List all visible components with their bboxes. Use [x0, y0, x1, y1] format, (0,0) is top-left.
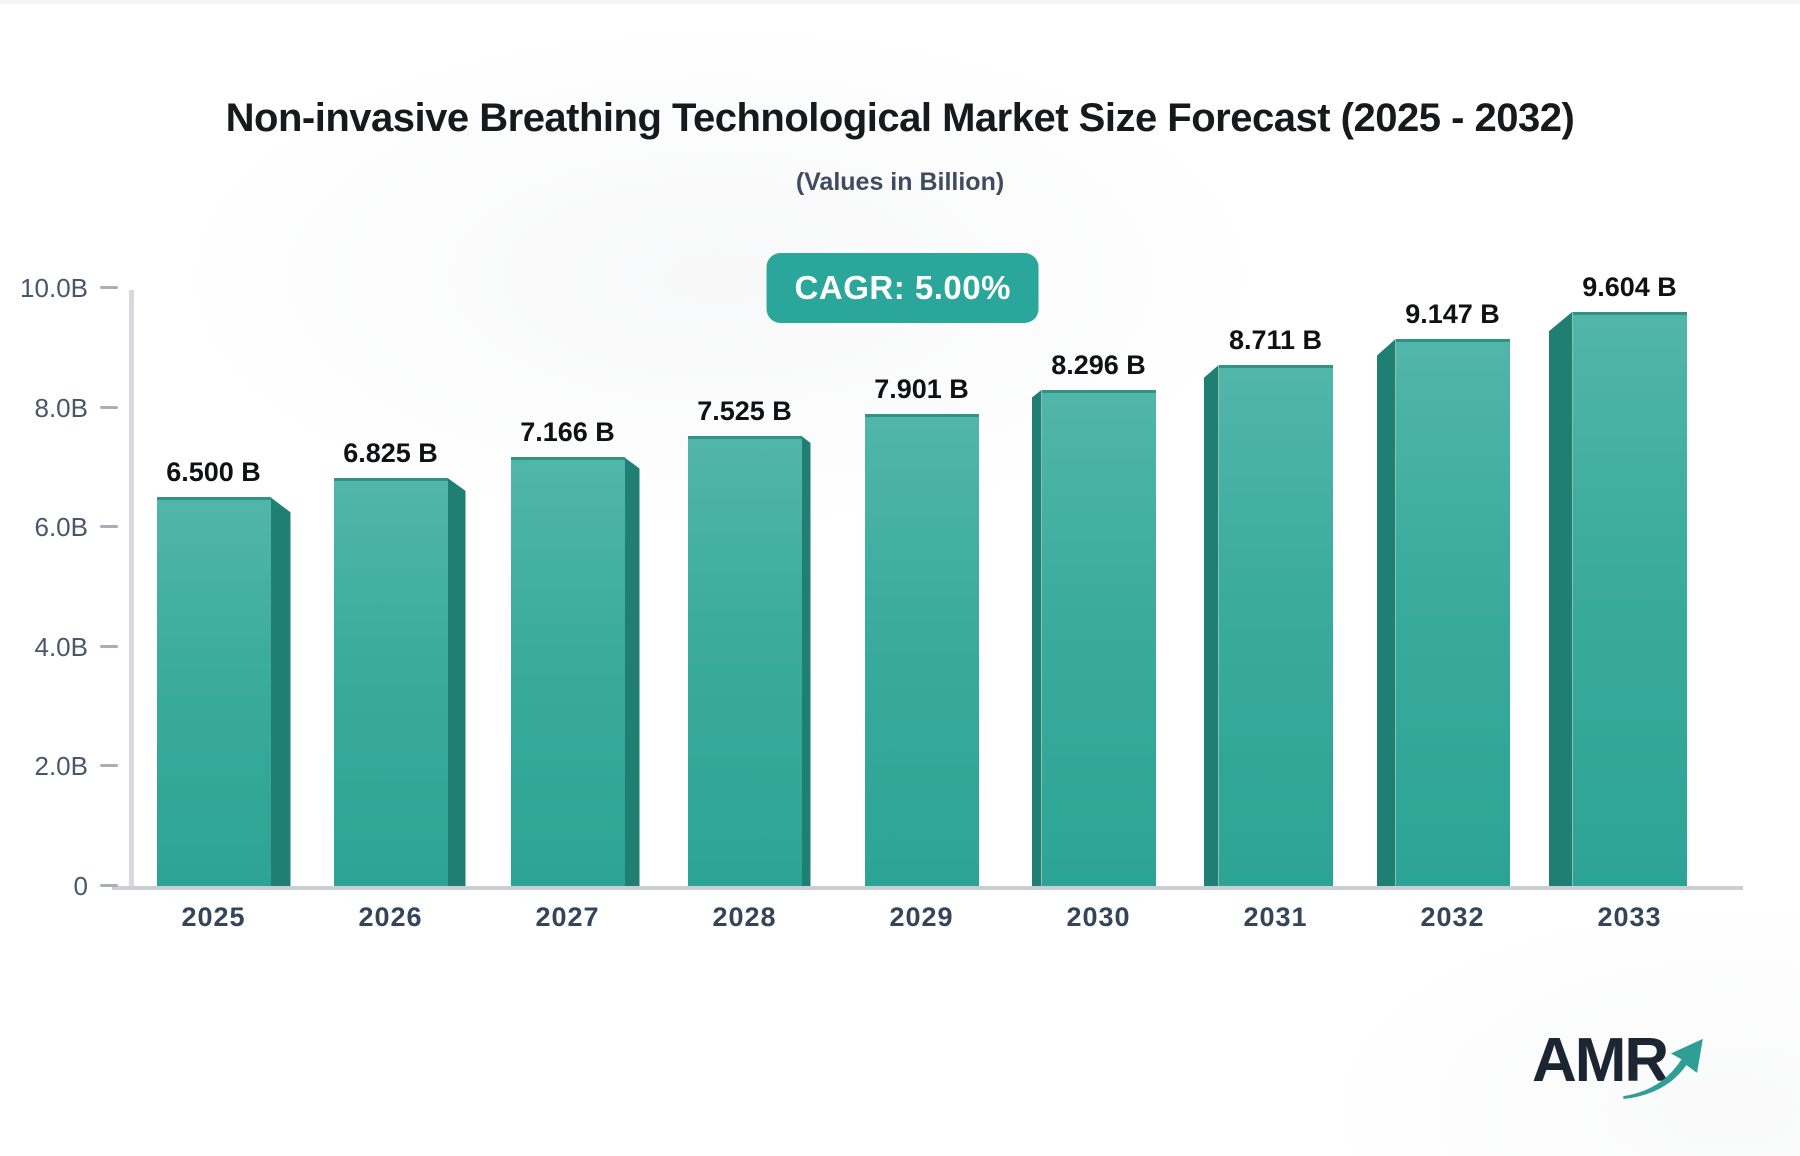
chart-title: Non-invasive Breathing Technological Mar…: [225, 96, 1575, 140]
bar-value-label: 6.825 B: [343, 437, 438, 468]
y-axis-tick-mark: [100, 884, 118, 887]
bar-3d-side: [447, 477, 466, 886]
y-axis-line: [129, 290, 134, 886]
bar-3d-side: [624, 457, 640, 886]
bar-3d-side: [1031, 389, 1042, 886]
cagr-badge: CAGR: 5.00%: [766, 253, 1039, 323]
x-axis-label: 2028: [712, 902, 777, 932]
bar-value-label: 7.901 B: [874, 373, 969, 404]
amr-logo-text: AMR: [1532, 1026, 1669, 1095]
bar-value-label: 6.500 B: [166, 457, 261, 488]
bar-value-label: 7.166 B: [520, 417, 615, 448]
y-axis-tick-label: 0: [73, 871, 88, 901]
bar-value-label: 8.296 B: [1051, 349, 1146, 380]
y-axis-tick-mark: [100, 405, 118, 409]
y-axis-tick-mark: [100, 286, 118, 289]
top-edge-strip: [0, 0, 1800, 4]
bar-value-label: 7.525 B: [697, 396, 792, 426]
bar: [510, 457, 625, 886]
x-axis-label: 2031: [1243, 902, 1308, 932]
y-axis-tick-label: 6.0B: [34, 512, 89, 543]
bar: [156, 497, 271, 886]
chart-subtitle: (Values in Billion): [795, 168, 1005, 196]
x-axis-label: 2025: [181, 902, 246, 932]
bar: [1395, 339, 1510, 886]
bar: [864, 413, 979, 886]
bar-value-label: 8.711 B: [1228, 325, 1323, 356]
bar: [1218, 365, 1333, 886]
bar-3d-side: [1203, 365, 1219, 886]
y-axis-tick-mark: [100, 525, 118, 529]
bar: [1572, 311, 1687, 886]
bar: [687, 436, 802, 886]
x-axis-baseline: [112, 886, 1743, 890]
y-axis-tick-label: 8.0B: [34, 392, 89, 423]
bar-value-label: 9.147 B: [1405, 299, 1500, 329]
bar-3d-side: [1376, 339, 1396, 886]
y-axis-tick-mark: [100, 764, 118, 768]
growth-arrow-icon: [1623, 1038, 1703, 1100]
y-axis-tick-label: 2.0B: [34, 751, 89, 782]
amr-logo: AMR: [1532, 1030, 1722, 1110]
bar: [1041, 389, 1156, 886]
y-axis-tick-label: 4.0B: [34, 631, 89, 662]
bar-3d-side: [801, 436, 811, 886]
x-axis-label: 2033: [1597, 902, 1662, 932]
x-axis-label: 2026: [358, 902, 423, 932]
bar-3d-side: [1548, 311, 1573, 886]
y-axis-tick-mark: [100, 644, 118, 648]
bar-3d-side: [270, 497, 291, 886]
y-axis-tick-label: 10.0B: [20, 273, 88, 303]
bar: [333, 477, 448, 886]
bar-value-label: 9.604 B: [1582, 271, 1677, 302]
x-axis-label: 2032: [1420, 902, 1485, 932]
x-axis-label: 2030: [1066, 902, 1131, 932]
x-axis-label: 2029: [889, 902, 954, 932]
x-axis-label: 2027: [535, 902, 600, 932]
